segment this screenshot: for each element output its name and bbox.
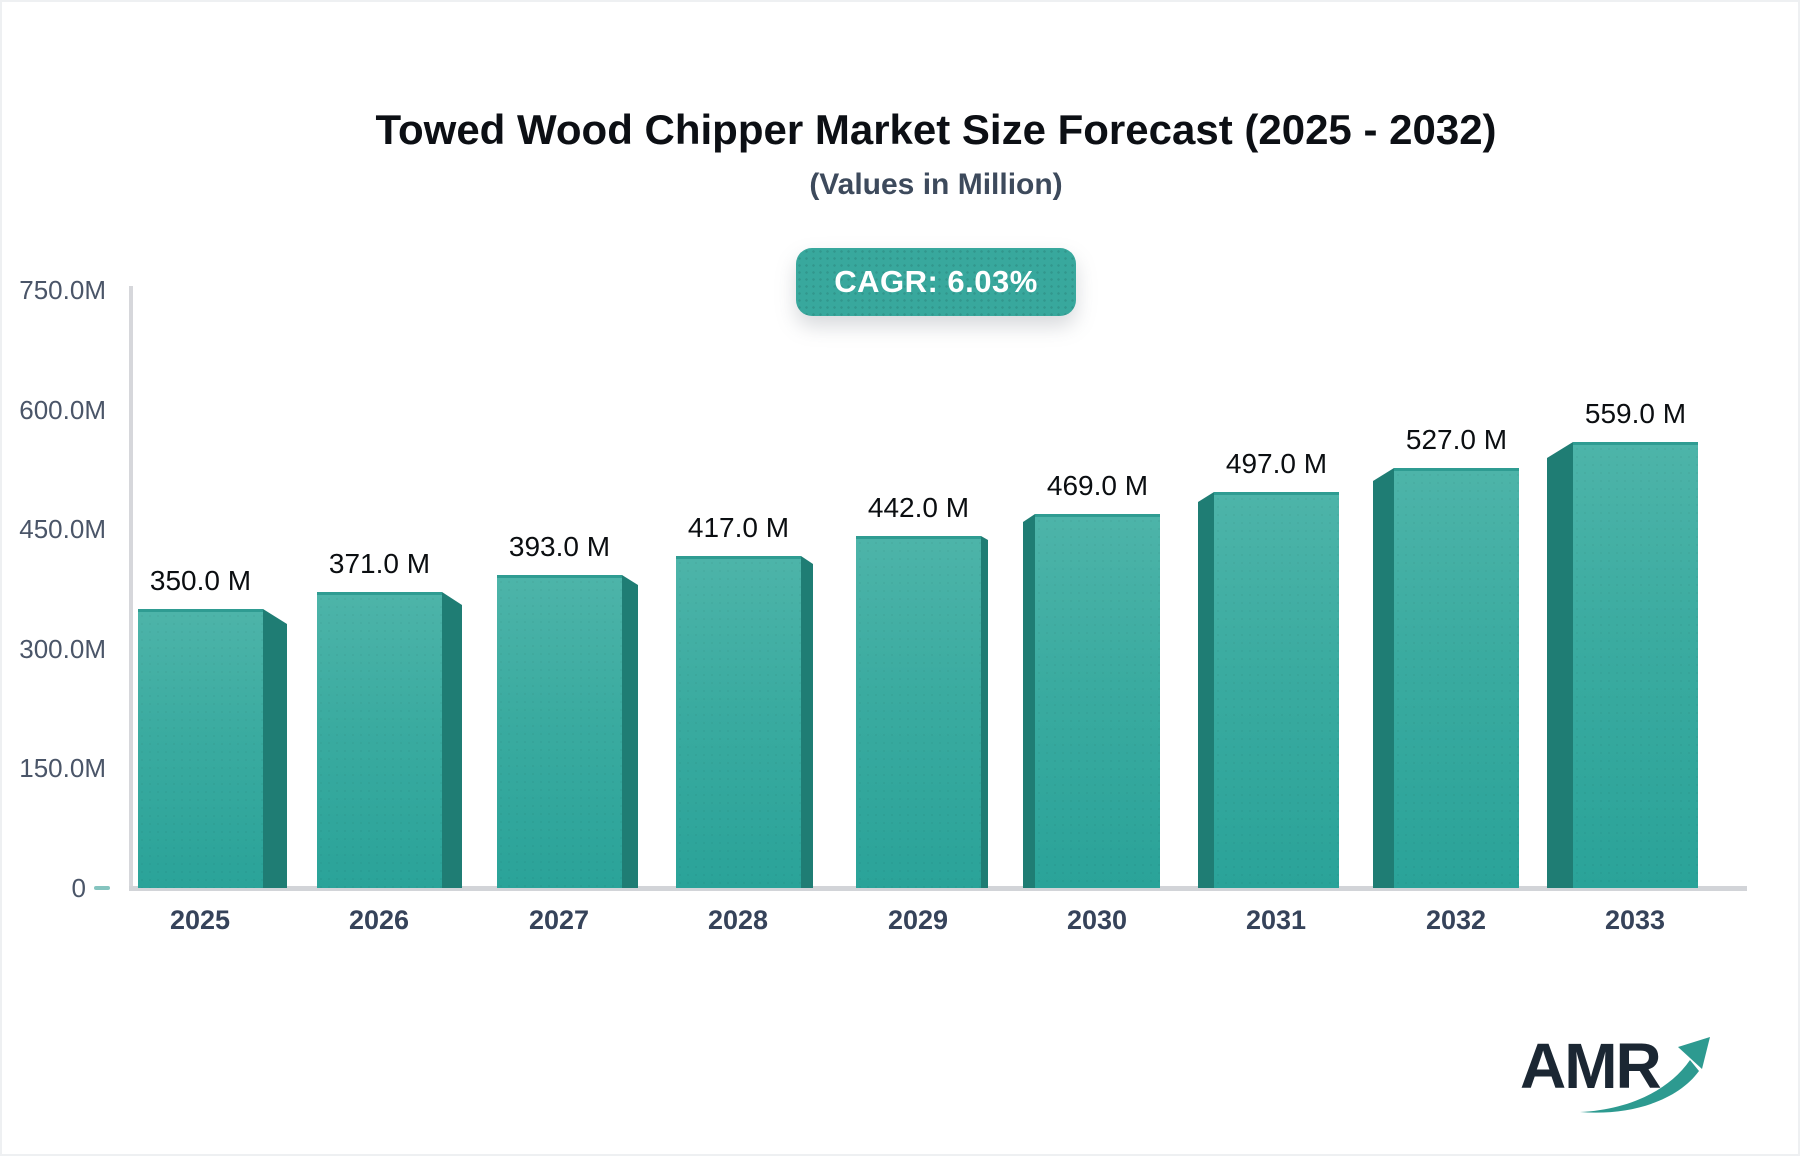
cagr-badge: CAGR: 6.03% [796, 248, 1076, 316]
bar-side-face [801, 556, 813, 888]
bar-side-face [1023, 514, 1035, 888]
bar [1214, 492, 1339, 888]
bar [1394, 468, 1519, 888]
bar [317, 592, 442, 888]
y-tick-label: 450.0M [19, 514, 106, 544]
x-tick-label: 2028 [707, 905, 769, 935]
bar-side-face [1547, 442, 1573, 888]
bar-side-face [1373, 468, 1394, 888]
bar [497, 575, 622, 888]
bar-value-label: 371.0 M [328, 548, 431, 579]
x-tick-label: 2032 [1425, 905, 1487, 935]
bar-value-label: 497.0 M [1225, 448, 1328, 479]
heading-block: Towed Wood Chipper Market Size Forecast … [74, 2, 1798, 316]
bar-value-label: 527.0 M [1405, 424, 1508, 455]
bar-value-label: 442.0 M [867, 492, 970, 523]
y-tick-label: 750.0M [19, 275, 106, 305]
amr-logo: AMR [1520, 1030, 1710, 1113]
y-tick-label: 600.0M [19, 395, 106, 425]
amr-logo-text: AMR [1520, 1030, 1661, 1102]
y-tick-label: 150.0M [19, 753, 106, 783]
y-tick-label: 300.0M [19, 634, 106, 664]
x-tick-label: 2029 [887, 905, 949, 935]
x-tick-label: 2033 [1604, 905, 1666, 935]
amr-logo-arrowhead [1678, 1037, 1710, 1069]
bar [676, 556, 801, 888]
bar-side-face [263, 609, 287, 888]
x-tick-label: 2025 [169, 905, 231, 935]
bar-value-label: 417.0 M [687, 512, 790, 543]
bar-value-label: 393.0 M [508, 531, 611, 562]
x-tick-label: 2031 [1245, 905, 1307, 935]
y-axis-line [129, 286, 133, 890]
bar [1035, 514, 1160, 888]
bar-value-label: 559.0 M [1584, 398, 1687, 429]
x-tick-label: 2026 [348, 905, 410, 935]
page-title: Towed Wood Chipper Market Size Forecast … [375, 106, 1497, 153]
bar-side-face [442, 592, 462, 888]
x-tick-label: 2030 [1066, 905, 1128, 935]
x-tick-label: 2027 [528, 905, 590, 935]
bar-side-face [622, 575, 638, 888]
bar-side-face [1198, 492, 1214, 888]
bar-value-label: 469.0 M [1046, 470, 1149, 501]
bar-value-label: 350.0 M [149, 565, 252, 596]
bar [138, 609, 263, 888]
bar [1573, 442, 1698, 888]
y-tick-label: 0 [71, 873, 86, 903]
bar-side-face [981, 536, 988, 888]
x-axis-line [129, 886, 1747, 891]
chart-subtitle: (Values in Million) [809, 168, 1063, 201]
amr-logo-arrow-swoosh [1580, 1060, 1699, 1113]
bar [856, 536, 981, 888]
zero-tick-dash [94, 886, 110, 890]
